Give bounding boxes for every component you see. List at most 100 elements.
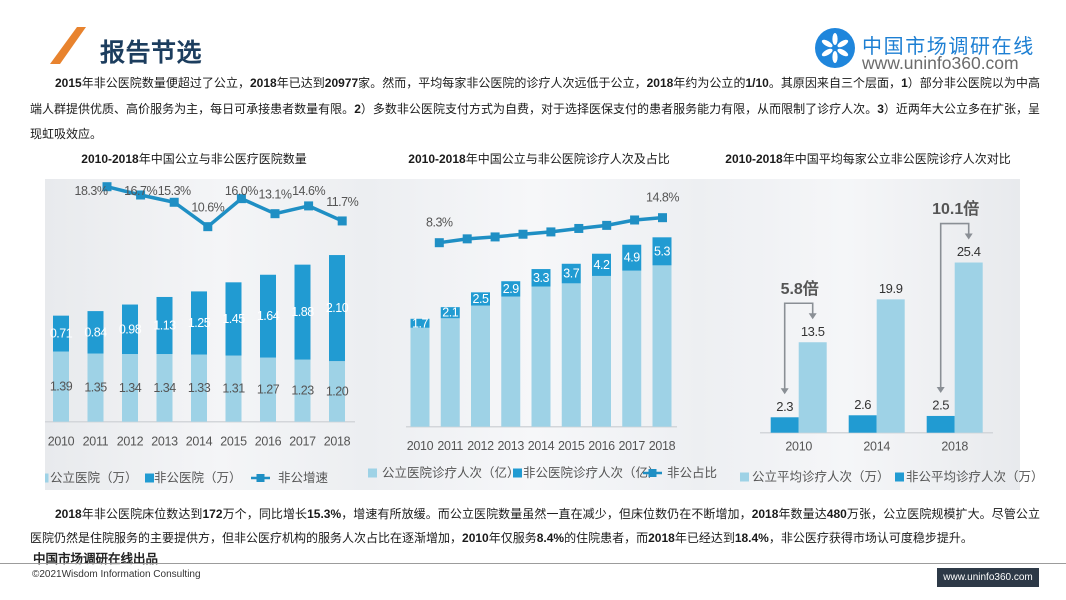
data-label-public-2011: 1.35: [84, 381, 107, 395]
ratio-annotation-2018: 10.1倍: [932, 199, 979, 393]
growth-label-2014: 10.6%: [191, 201, 224, 215]
title-year-range: 2010-2018: [81, 152, 139, 166]
legend-marker-icon: [256, 474, 265, 482]
legend-swatch-icon: [45, 473, 49, 483]
legend-swatch-icon: [895, 472, 904, 482]
text-run: ）多数非公医院支付方式为自费，对于选择医保支付的患者服务能力有限，从而限制了诊疗…: [360, 101, 878, 116]
arrow-down-icon: [808, 313, 817, 320]
data-label-public-2018: 1.20: [326, 384, 349, 398]
ratio-label: 10.1倍: [932, 199, 979, 218]
website-badge[interactable]: www.uninfo360.com: [937, 568, 1039, 587]
bar-nonpublic-2013: [156, 296, 173, 355]
brand-name: 中国市场调研在线: [862, 34, 1035, 58]
bar-nonpublic-visits-2017: [622, 244, 642, 271]
bar-nonpublic-2012: [122, 304, 138, 355]
bar-public-visits-2012: [471, 305, 490, 427]
emphasis-text: 2018: [648, 530, 675, 545]
text-run: 万张，公立医院规模扩大。尽管公立医院仍然是住院服务的主要提供方，但非公医疗机构的…: [30, 507, 1040, 545]
summary-paragraph: 2018年非公医院床位数达到172万个，同比增长15.3%，增速有所放缓。而公立…: [30, 503, 1040, 550]
data-label-nonpublic-2010: 0.71: [50, 327, 73, 341]
producer-credit: 中国市场调研在线出品: [33, 551, 159, 566]
data-label-public-2010: 13.5: [801, 324, 825, 339]
x-tick-2015: 2015: [558, 439, 585, 453]
chart-hospital-count-legend-item-2: 非公增速: [251, 470, 329, 485]
data-label-nonpublic-2010: 2.3: [776, 399, 793, 414]
data-label-public-2014: 1.33: [188, 381, 211, 395]
intro-paragraph: 2015年非公医院数量便超过了公立，2018年已达到20977家。然而，平均每家…: [30, 71, 1040, 148]
text-run: 的住院患者，而: [564, 530, 649, 545]
bar-public-2012: [122, 354, 138, 422]
bar-nonpublic-visits-2011: [440, 307, 460, 319]
data-label-nonpublic-2012: 0.98: [119, 322, 142, 336]
share-marker-2017: [630, 215, 640, 225]
x-tick-2015: 2015: [220, 435, 247, 449]
legend-marker-icon: [648, 469, 657, 477]
share-marker-2012: [490, 232, 500, 242]
chart-visits-share-legend-item-2: 非公占比: [643, 465, 717, 480]
chart-title-visits-share: 2010-2018年中国公立与非公医院诊疗人次及占比: [379, 150, 699, 167]
text-run: 年约为公立的: [673, 76, 746, 90]
data-label-public-2018: 25.4: [957, 244, 981, 259]
x-tick-2013: 2013: [151, 435, 178, 449]
legend-label: 非公平均诊疗人次（万）: [906, 470, 1044, 484]
legend-label: 非公医院（万）: [154, 471, 242, 485]
bar-nonpublic-visits-2016: [592, 253, 611, 276]
data-label-nonpublic-2016: 1.64: [257, 309, 280, 323]
title-text: 年中国公立与非公医院诊疗人次及占比: [465, 152, 670, 166]
bar-nonpublic-2015: [225, 282, 242, 356]
x-tick-2014: 2014: [528, 439, 555, 453]
growth-label-2015: 16.0%: [225, 184, 258, 198]
text-run: ，增速有所放缓。而公立医院数量虽然一直在减少，但床位数仍在不断增加，: [341, 507, 752, 521]
legend-label: 公立医院诊疗人次（亿）: [382, 465, 520, 480]
bar-nonpublic-visits-2010: [410, 318, 430, 328]
x-tick-2014: 2014: [186, 435, 213, 449]
x-tick-2011: 2011: [83, 435, 109, 449]
bar-nonpublic-2011: [87, 311, 104, 354]
chart-title-hospital-count: 2010-2018年中国公立与非公医疗医院数量: [34, 150, 354, 167]
bar-nonpublic-2010: [53, 315, 69, 352]
data-label-nonpublic-2016: 4.2: [594, 258, 610, 272]
bar-public-2014: [191, 354, 207, 422]
title-text: 年中国平均每家公立非公医院诊疗人次对比: [782, 152, 1011, 166]
accent-slash-icon: [50, 27, 86, 64]
bracket-connector: [939, 222, 970, 388]
legend-swatch-icon: [740, 472, 749, 482]
growth-marker-2018: [337, 216, 347, 226]
copyright-text: ©2021Wisdom Information Consulting: [32, 569, 201, 580]
legend-label: 非公医院诊疗人次（亿）: [523, 465, 661, 480]
bar-public-visits-2015: [561, 283, 581, 427]
data-label-nonpublic-2012: 2.5: [473, 292, 489, 306]
ratio-label: 5.8倍: [781, 279, 819, 298]
brand-logo-icon: [815, 28, 855, 68]
bar-public-visits-2011: [440, 318, 460, 427]
data-label-nonpublic-2011: 2.1: [442, 306, 458, 320]
text-run: ）近两年大公立多在扩张，呈现虹吸效应。: [30, 101, 1040, 142]
data-label-nonpublic-2013: 2.9: [503, 282, 519, 296]
brand-url: www.uninfo360.com: [862, 53, 1019, 73]
growth-line: [106, 185, 343, 229]
x-tick-2018: 2018: [324, 435, 351, 449]
bar-public-2010: [53, 351, 69, 422]
legend-swatch-icon: [145, 473, 154, 483]
chart-hospital-count-legend-item-1: 非公医院（万）: [145, 471, 242, 485]
arrow-down-icon: [780, 388, 789, 395]
x-tick-2016: 2016: [255, 435, 282, 449]
emphasis-text: 18.4%: [734, 530, 769, 545]
x-tick-2018: 2018: [941, 440, 968, 454]
share-marker-2018: [658, 213, 667, 223]
arrow-down-icon: [936, 386, 945, 393]
emphasis-text: 2018: [751, 507, 779, 521]
chart-avg-visits: 2.3 13.5 2010 2.6 19.9 2014 2.5 25.4 2018 5.8倍 10.…: [740, 199, 1044, 484]
x-tick-2018: 2018: [649, 439, 676, 453]
data-label-nonpublic-2014: 3.3: [533, 271, 549, 285]
data-label-public-2010: 1.39: [50, 380, 73, 394]
text-run: 年非公医院数量便超过了公立，: [81, 76, 250, 90]
chart-title-avg-visits: 2010-2018年中国平均每家公立非公医院诊疗人次对比: [708, 150, 1028, 167]
bar-nonpublic-avg-2018: [926, 415, 955, 433]
growth-label-2013: 15.3%: [158, 184, 191, 198]
x-tick-2017: 2017: [618, 439, 645, 453]
text-run: 年已达到: [276, 76, 325, 90]
bar-public-visits-2018: [652, 265, 672, 427]
text-run: 年已经达到: [674, 530, 735, 545]
